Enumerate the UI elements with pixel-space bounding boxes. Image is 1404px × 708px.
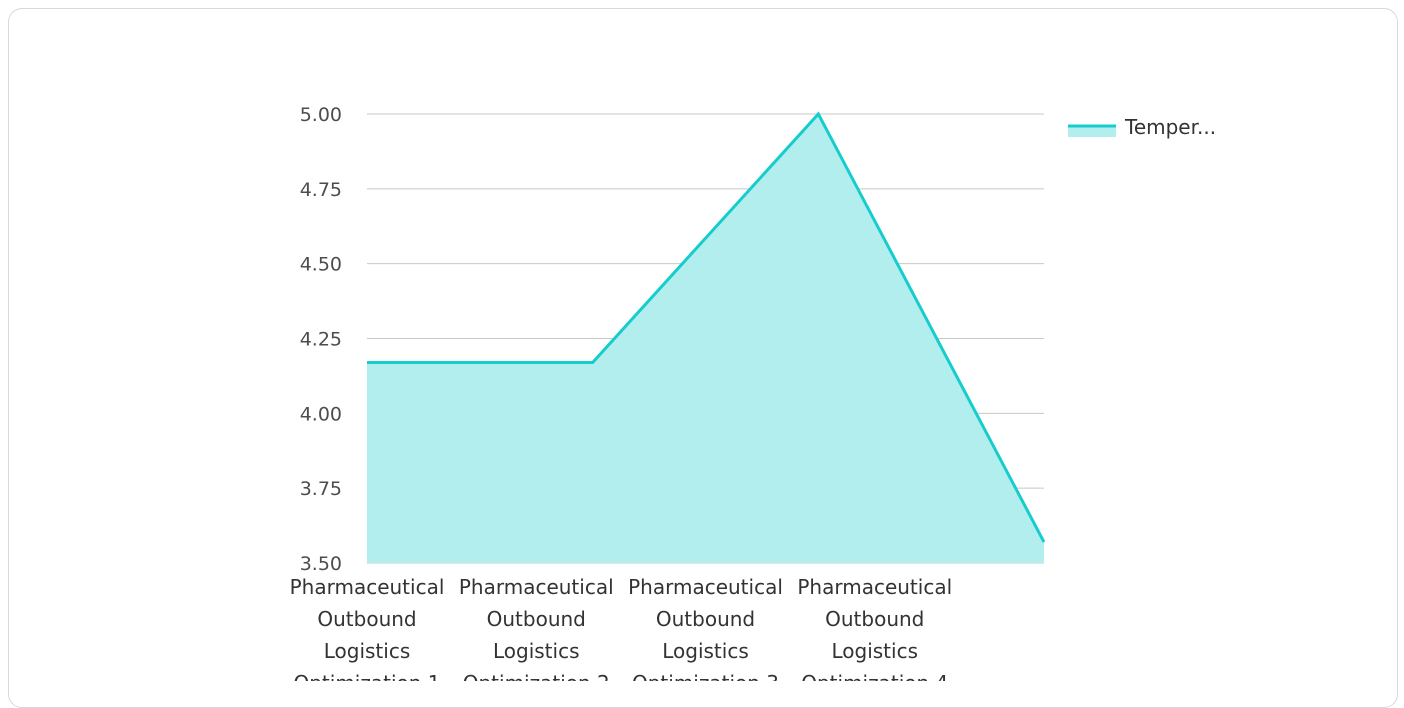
x-tick-label: PharmaceuticalOutboundLogisticsOptimizat… bbox=[797, 575, 952, 681]
area-layer bbox=[361, 108, 1050, 563]
data-point[interactable] bbox=[361, 356, 373, 368]
series-area-fill bbox=[367, 114, 1044, 563]
data-point[interactable] bbox=[587, 356, 599, 368]
y-tick-label: 3.50 bbox=[300, 553, 342, 575]
y-tick-label: 5.00 bbox=[300, 104, 342, 126]
x-tick-label: PharmaceuticalOutboundLogisticsOptimizat… bbox=[628, 575, 783, 681]
data-point[interactable] bbox=[812, 108, 824, 120]
y-tick-label: 4.25 bbox=[300, 329, 342, 351]
area-chart: 3.50 3.75 4.00 4.25 4.50 4.75 5.00 Pharmaceuti… bbox=[290, 104, 1216, 681]
y-tick-label: 3.75 bbox=[300, 478, 342, 500]
y-tick-label: 4.50 bbox=[300, 254, 342, 276]
legend-swatch-fill bbox=[1068, 126, 1116, 137]
y-tick-label: 4.75 bbox=[300, 179, 342, 201]
x-tick-label: PharmaceuticalOutboundLogisticsOptimizat… bbox=[290, 575, 445, 681]
x-axis-ticks: PharmaceuticalOutboundLogisticsOptimizat… bbox=[290, 575, 953, 681]
x-tick-label: PharmaceuticalOutboundLogisticsOptimizat… bbox=[459, 575, 614, 681]
data-point[interactable] bbox=[1038, 536, 1050, 548]
y-tick-label: 4.00 bbox=[300, 403, 342, 425]
y-axis-ticks: 3.50 3.75 4.00 4.25 4.50 4.75 5.00 bbox=[300, 104, 342, 575]
legend[interactable]: Temper... bbox=[1068, 115, 1216, 139]
series-line[interactable] bbox=[367, 111, 1046, 543]
legend-label: Temper... bbox=[1124, 115, 1216, 139]
